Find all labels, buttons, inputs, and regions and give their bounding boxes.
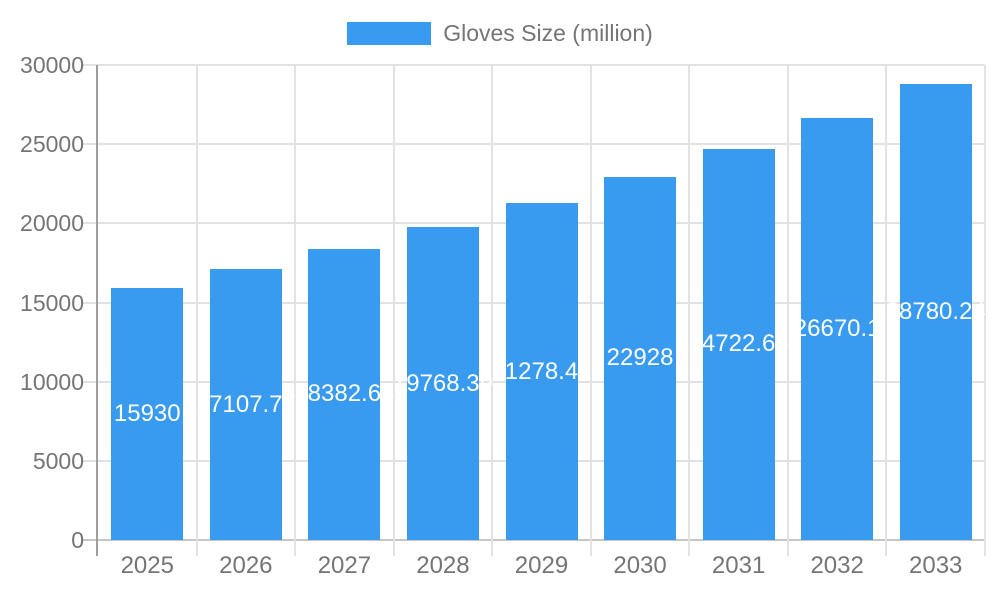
v-gridline: [589, 65, 592, 556]
x-tick-label: 2026: [219, 552, 273, 579]
bar[interactable]: [604, 176, 677, 540]
y-tick-label: 15000: [20, 289, 84, 316]
legend-label: Gloves Size (million): [443, 20, 653, 46]
bar[interactable]: [702, 148, 775, 540]
bar-data-label: 19768.39: [392, 369, 493, 397]
y-tick-label: 30000: [20, 52, 84, 78]
legend-swatch: [347, 21, 432, 45]
bar-data-label: 17107.77: [195, 390, 296, 418]
bar-data-label: 15930: [113, 399, 181, 427]
x-tick-label: 2032: [810, 552, 864, 579]
bar-data-label: 24722.63: [688, 330, 789, 358]
bar[interactable]: [308, 248, 381, 540]
x-tick-label: 2030: [613, 552, 667, 579]
v-gridline: [885, 65, 888, 556]
bar[interactable]: [209, 269, 282, 540]
x-tick-label: 2025: [120, 552, 174, 579]
x-tick-label: 2033: [909, 552, 963, 579]
bar-data-label: 26670.1: [793, 314, 881, 342]
y-tick-label: 25000: [20, 131, 84, 158]
h-gridline: [83, 64, 985, 66]
x-tick-label: 2027: [317, 552, 372, 579]
x-tick-label: 2029: [514, 552, 569, 579]
bar[interactable]: [406, 227, 479, 540]
zero-gridline: [83, 539, 985, 541]
v-gridline: [195, 65, 198, 556]
v-gridline: [294, 65, 297, 556]
y-tick-label: 0: [71, 527, 84, 553]
bar[interactable]: [899, 84, 972, 540]
v-gridline: [984, 65, 986, 556]
bar-data-label: 21278.42: [491, 357, 592, 385]
v-gridline: [491, 65, 494, 556]
y-axis-line: [96, 65, 98, 556]
x-tick-label: 2028: [416, 552, 470, 579]
bar[interactable]: [801, 117, 874, 540]
y-tick-label: 10000: [20, 368, 84, 395]
y-tick-label: 5000: [32, 447, 84, 474]
y-tick-label: 20000: [20, 210, 84, 237]
v-gridline: [688, 65, 691, 556]
v-gridline: [786, 65, 789, 556]
x-tick-label: 2031: [711, 552, 766, 579]
h-gridline: [83, 143, 985, 146]
bar[interactable]: [505, 203, 578, 540]
legend[interactable]: Gloves Size (million): [0, 20, 1000, 46]
bar-data-label: 28780.24: [885, 298, 986, 326]
bar-data-label: 18382.68: [294, 380, 395, 408]
v-gridline: [392, 65, 395, 556]
plot-area: 15930 17107.77 18382.68 19768.39 21278.42 229…: [83, 64, 986, 556]
bar-data-label: 22928: [606, 344, 674, 372]
bar[interactable]: [111, 287, 184, 540]
